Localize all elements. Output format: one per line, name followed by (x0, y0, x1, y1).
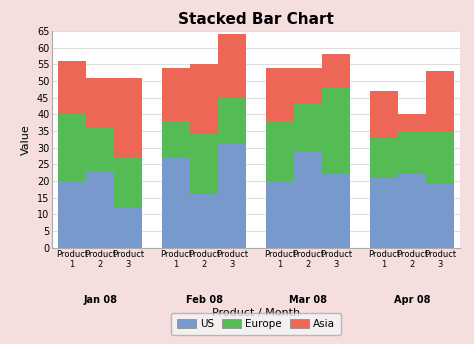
Bar (58, 181, 86, 248)
Bar (266, 121, 294, 181)
Bar (190, 134, 218, 194)
Bar (58, 114, 86, 181)
Bar (266, 68, 294, 121)
Bar (86, 171, 114, 248)
Text: Mar 08: Mar 08 (289, 295, 327, 305)
Bar (398, 174, 426, 248)
Text: Feb 08: Feb 08 (185, 295, 222, 305)
Bar (114, 158, 142, 208)
Bar (398, 114, 426, 131)
Bar (370, 178, 398, 248)
Bar (86, 128, 114, 171)
Title: Stacked Bar Chart: Stacked Bar Chart (178, 12, 334, 27)
Bar (162, 158, 190, 248)
Bar (218, 98, 246, 144)
Text: Jan 08: Jan 08 (83, 295, 117, 305)
Bar (322, 54, 350, 88)
Bar (322, 174, 350, 248)
Legend: US, Europe, Asia: US, Europe, Asia (171, 313, 341, 335)
Bar (266, 181, 294, 248)
Bar (162, 68, 190, 121)
Bar (190, 64, 218, 134)
Text: Product / Month: Product / Month (212, 308, 300, 318)
Bar (294, 68, 322, 104)
Bar (426, 184, 454, 248)
Bar (218, 34, 246, 98)
Text: Apr 08: Apr 08 (393, 295, 430, 305)
Bar (398, 131, 426, 174)
Bar (294, 151, 322, 248)
Bar (86, 78, 114, 128)
Bar (190, 194, 218, 248)
Bar (114, 78, 142, 158)
Bar (218, 144, 246, 248)
Bar (322, 88, 350, 174)
Bar (114, 208, 142, 248)
Bar (370, 91, 398, 138)
Bar (162, 121, 190, 158)
Bar (426, 71, 454, 131)
Y-axis label: Value: Value (21, 124, 31, 155)
Bar (294, 104, 322, 151)
Bar (370, 138, 398, 178)
Bar (426, 131, 454, 184)
Bar (58, 61, 86, 114)
